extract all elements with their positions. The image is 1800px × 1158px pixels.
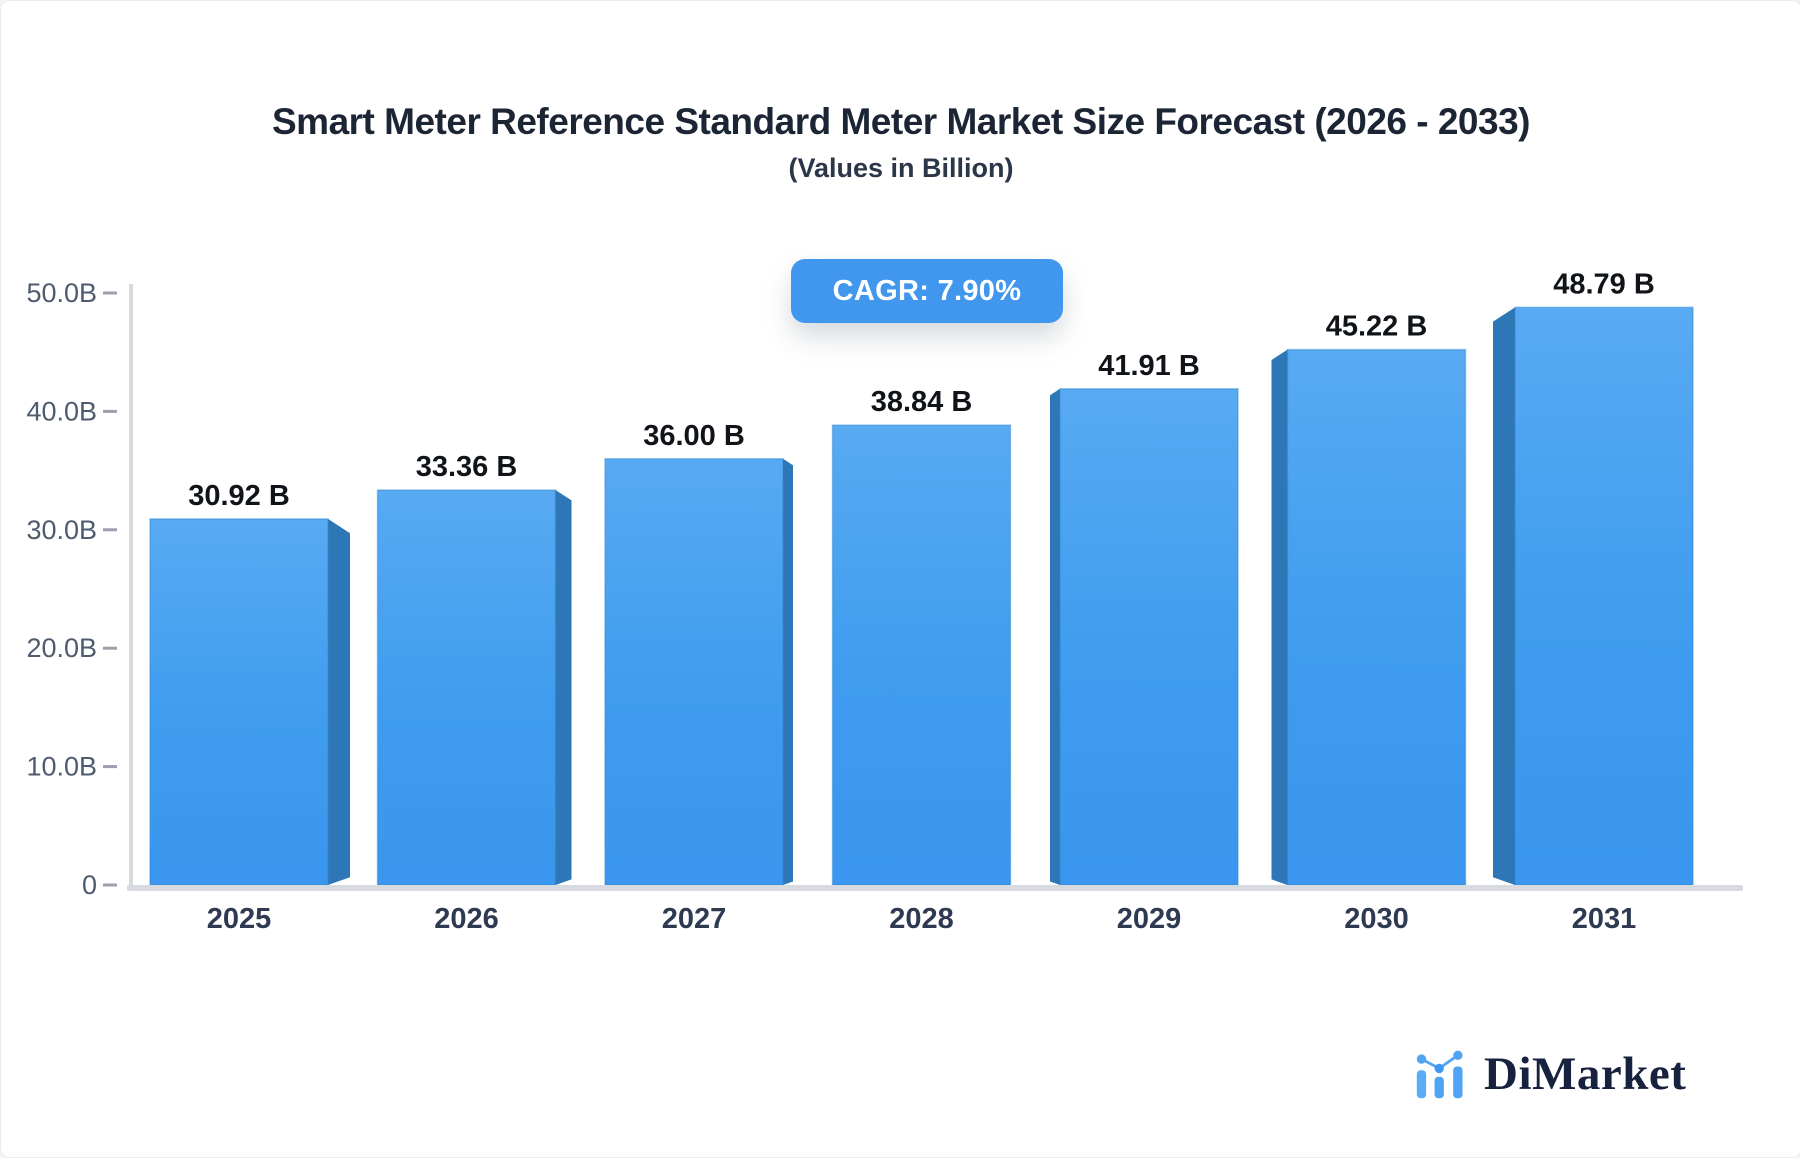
- bar-value-label: 45.22 B: [1326, 311, 1428, 343]
- x-axis-label: 2025: [207, 903, 272, 935]
- y-axis-tick-label: 20.0B: [26, 633, 97, 663]
- x-axis-label: 2027: [662, 903, 727, 935]
- bar: [831, 424, 1012, 886]
- cagr-badge-label: CAGR: 7.90%: [832, 274, 1022, 307]
- bar: [1514, 306, 1694, 886]
- y-axis-tick-label: 10.0B: [26, 752, 97, 782]
- cagr-badge: CAGR: 7.90%: [791, 259, 1063, 323]
- x-axis-label: 2030: [1344, 903, 1409, 935]
- x-axis-label: 2028: [889, 903, 954, 935]
- x-axis-label: 2029: [1117, 903, 1182, 935]
- bar: [376, 489, 557, 886]
- chart-title: Smart Meter Reference Standard Meter Mar…: [272, 101, 1530, 142]
- bar-side-face: [1493, 307, 1515, 885]
- bar-value-label: 33.36 B: [416, 451, 518, 483]
- y-axis-tick-label: 0: [82, 870, 97, 900]
- bar-value-label: 41.91 B: [1098, 350, 1200, 382]
- bar-side-face: [783, 458, 793, 885]
- y-axis-tick-label: 50.0B: [26, 278, 97, 308]
- bar-side-face: [1050, 388, 1060, 885]
- bar: [604, 458, 784, 886]
- bar-side-face: [555, 490, 572, 885]
- x-axis-label: 2026: [434, 903, 499, 935]
- y-axis-tick-label: 40.0B: [26, 396, 97, 426]
- brand-logo: DiMarket: [1414, 1039, 1686, 1109]
- bar-value-label: 36.00 B: [643, 420, 745, 452]
- y-axis-tick-label: 30.0B: [26, 515, 97, 545]
- bar-value-label: 38.84 B: [871, 386, 973, 418]
- bar-side-face: [328, 518, 350, 885]
- bar: [1286, 348, 1467, 886]
- bar: [1059, 388, 1239, 886]
- chart-subtitle: (Values in Billion): [788, 153, 1014, 183]
- bar-value-label: 30.92 B: [188, 480, 290, 512]
- bar-side-face: [1271, 349, 1288, 885]
- bar-value-label: 48.79 B: [1553, 268, 1655, 300]
- bar-line-chart-icon: [1416, 1050, 1463, 1099]
- brand-logo-text: DiMarket: [1484, 1048, 1687, 1100]
- bar: [149, 518, 329, 886]
- x-axis-label: 2031: [1572, 903, 1637, 935]
- x-axis-line: [127, 885, 1743, 891]
